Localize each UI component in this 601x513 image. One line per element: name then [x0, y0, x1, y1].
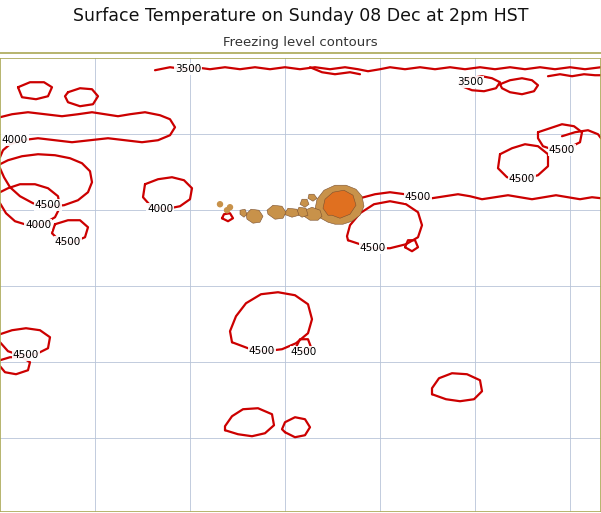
Text: 4000: 4000 [2, 135, 28, 145]
Polygon shape [323, 190, 356, 218]
Text: 4500: 4500 [509, 174, 535, 184]
Text: Freezing level contours: Freezing level contours [223, 36, 378, 49]
Text: 4500: 4500 [55, 237, 81, 247]
Polygon shape [240, 209, 247, 217]
Polygon shape [304, 207, 322, 220]
Circle shape [218, 202, 222, 207]
Circle shape [228, 205, 233, 210]
Text: 3500: 3500 [457, 77, 483, 87]
Text: Surface Temperature on Sunday 08 Dec at 2pm HST: Surface Temperature on Sunday 08 Dec at … [73, 7, 528, 25]
Polygon shape [296, 207, 308, 217]
Text: 4500: 4500 [249, 346, 275, 356]
Text: 4500: 4500 [13, 350, 39, 360]
Polygon shape [300, 199, 309, 207]
Text: 4000: 4000 [147, 204, 173, 214]
Text: 4500: 4500 [360, 243, 386, 253]
Text: 4000: 4000 [25, 220, 51, 230]
Text: 4500: 4500 [549, 145, 575, 155]
Text: 4500: 4500 [35, 200, 61, 210]
Polygon shape [246, 209, 263, 223]
Text: 4500: 4500 [405, 192, 431, 202]
Polygon shape [315, 185, 364, 224]
Polygon shape [308, 194, 317, 201]
Circle shape [225, 208, 230, 213]
Polygon shape [267, 205, 286, 219]
Text: 4500: 4500 [291, 347, 317, 357]
Text: 3500: 3500 [175, 64, 201, 74]
Polygon shape [284, 208, 299, 217]
